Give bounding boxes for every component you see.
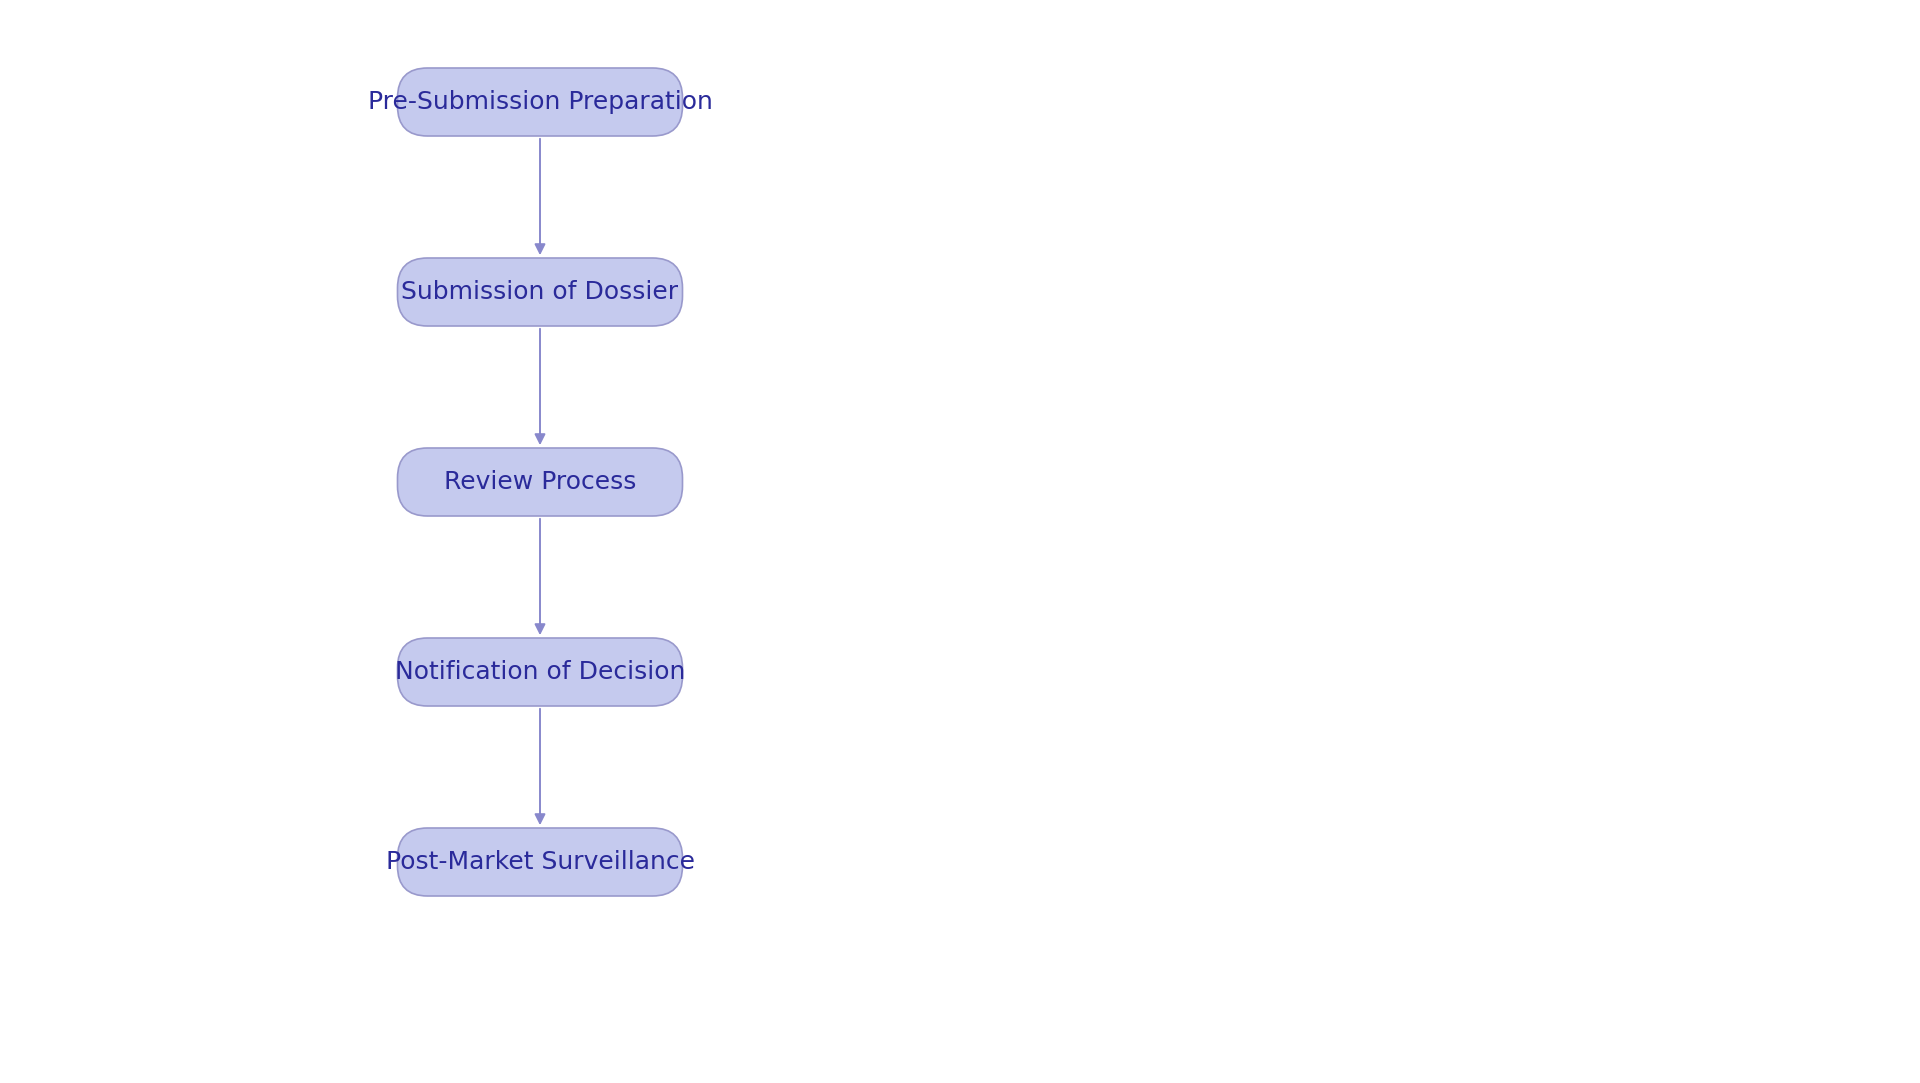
Text: Post-Market Surveillance: Post-Market Surveillance (386, 850, 695, 874)
Text: Notification of Decision: Notification of Decision (396, 660, 685, 684)
Text: Review Process: Review Process (444, 470, 636, 494)
FancyBboxPatch shape (397, 448, 682, 516)
Text: Pre-Submission Preparation: Pre-Submission Preparation (367, 90, 712, 114)
Text: Submission of Dossier: Submission of Dossier (401, 280, 678, 304)
FancyBboxPatch shape (397, 828, 682, 896)
FancyBboxPatch shape (397, 68, 682, 136)
FancyBboxPatch shape (397, 258, 682, 326)
FancyBboxPatch shape (397, 638, 682, 706)
